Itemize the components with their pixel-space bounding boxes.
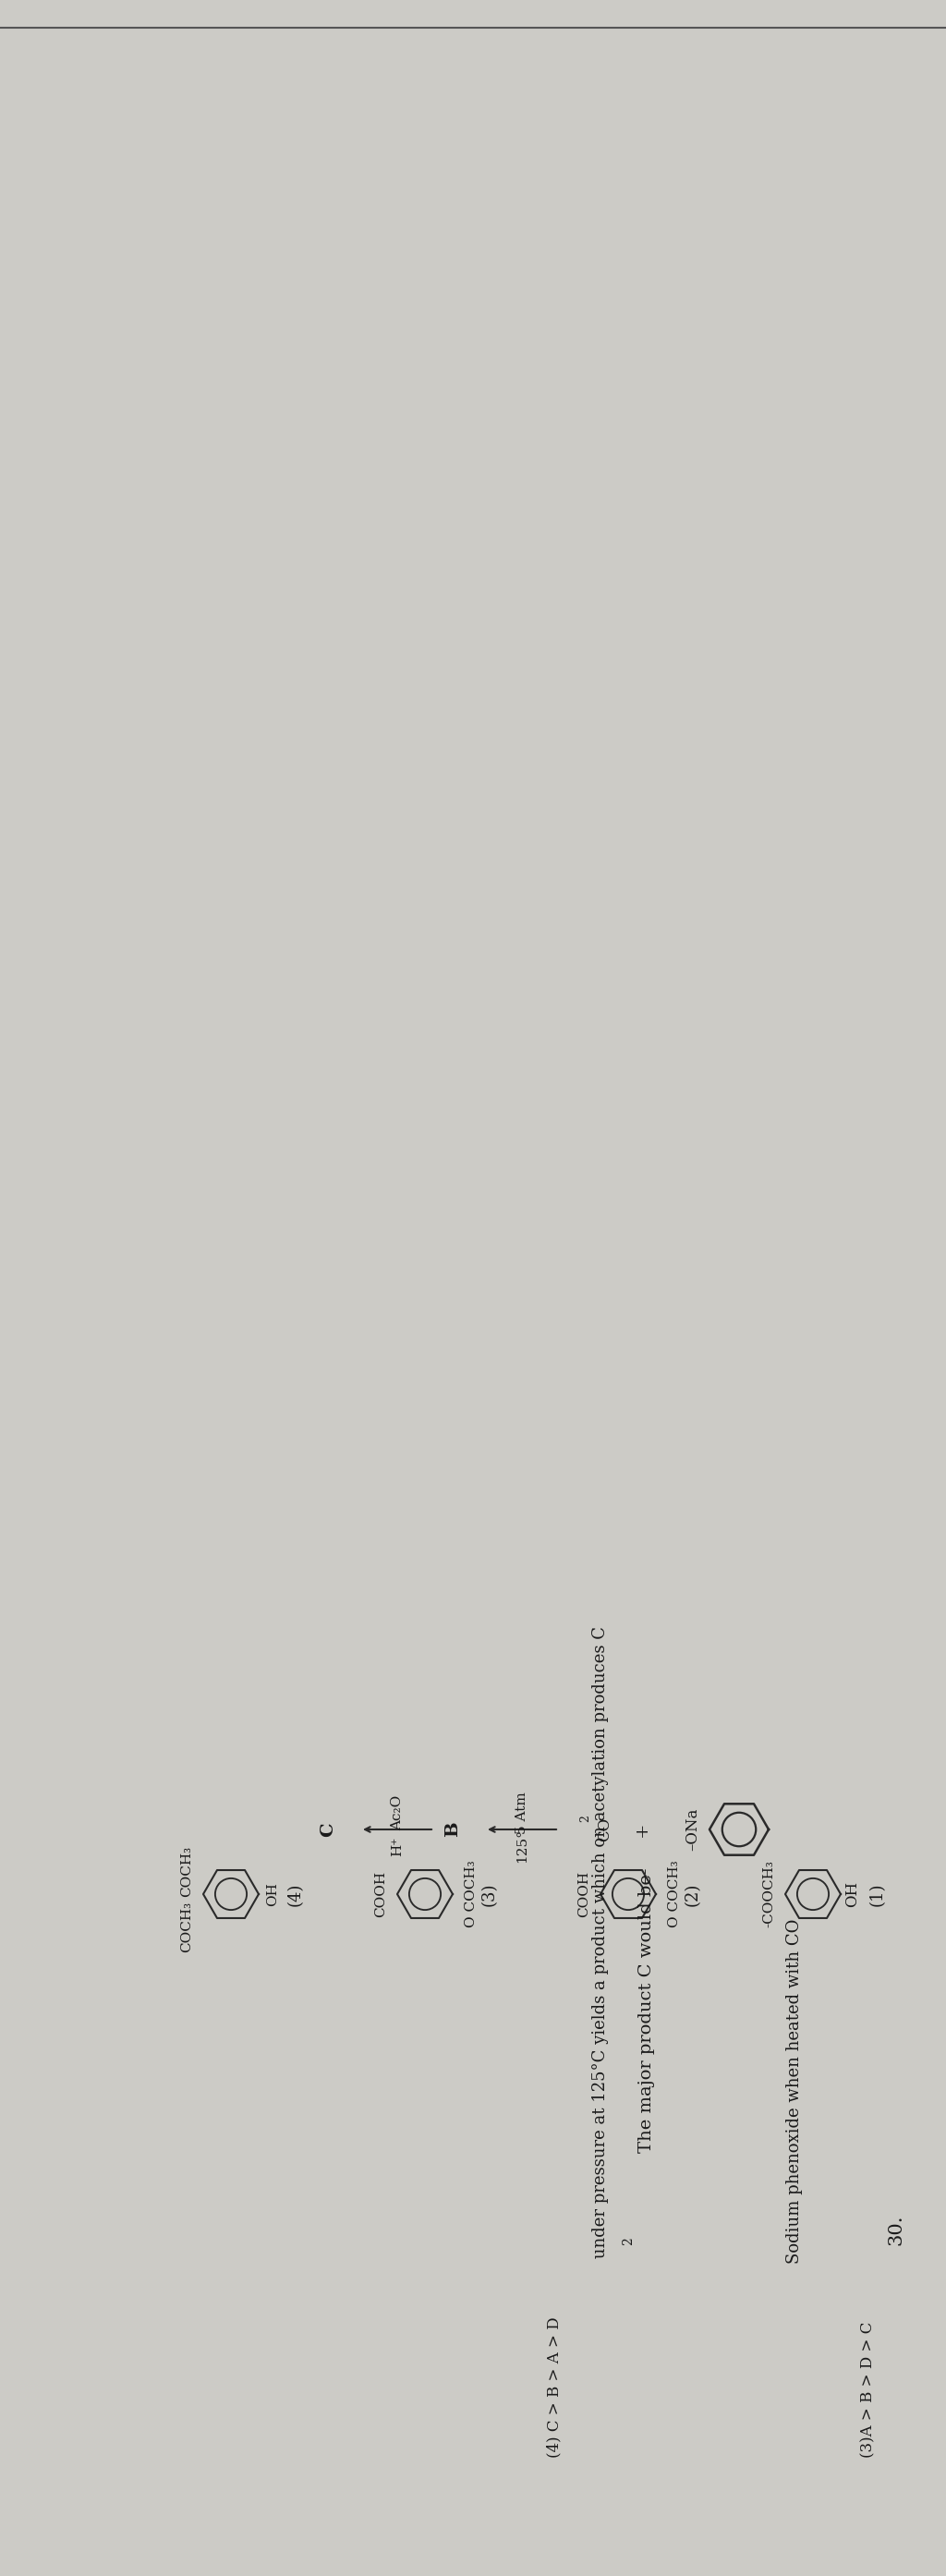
Text: 5 Atm: 5 Atm (516, 1793, 529, 1834)
Text: COOH: COOH (577, 1870, 590, 1917)
Text: C: C (320, 1821, 336, 1837)
Text: H⁺: H⁺ (391, 1837, 404, 1855)
Text: O COCH₃: O COCH₃ (464, 1860, 478, 1927)
Text: 30.: 30. (887, 2215, 905, 2246)
Text: (4): (4) (288, 1883, 304, 1906)
Text: -COOCH₃: -COOCH₃ (762, 1860, 775, 1927)
Text: (2): (2) (685, 1883, 701, 1906)
Text: Sodium phenoxide when heated with CO: Sodium phenoxide when heated with CO (786, 1919, 803, 2264)
Text: B: B (445, 1821, 461, 1837)
Text: OH: OH (845, 1880, 861, 1906)
Text: (4) C > B > A > D: (4) C > B > A > D (547, 2316, 562, 2458)
Text: The major product C would be-: The major product C would be- (639, 1868, 655, 2154)
Text: 2: 2 (580, 1814, 591, 1821)
Text: CO: CO (597, 1819, 613, 1842)
Text: O COCH₃: O COCH₃ (668, 1860, 681, 1927)
Text: COCH₃: COCH₃ (180, 1844, 193, 1896)
Text: COOH: COOH (375, 1870, 387, 1917)
Text: (3): (3) (482, 1883, 498, 1906)
Text: OH: OH (266, 1883, 279, 1906)
Text: (3)A > B > D > C: (3)A > B > D > C (861, 2321, 876, 2458)
Text: 125°: 125° (516, 1829, 529, 1862)
Text: 2: 2 (622, 2236, 635, 2246)
Text: Ac₂O: Ac₂O (391, 1795, 404, 1832)
Text: –ONa: –ONa (685, 1808, 701, 1852)
Text: (1): (1) (869, 1883, 886, 1906)
Text: +: + (634, 1821, 651, 1837)
Text: COCH₃: COCH₃ (180, 1901, 193, 1953)
Text: under pressure at 125°C yields a product which on acetylation produces C: under pressure at 125°C yields a product… (592, 1625, 609, 2264)
